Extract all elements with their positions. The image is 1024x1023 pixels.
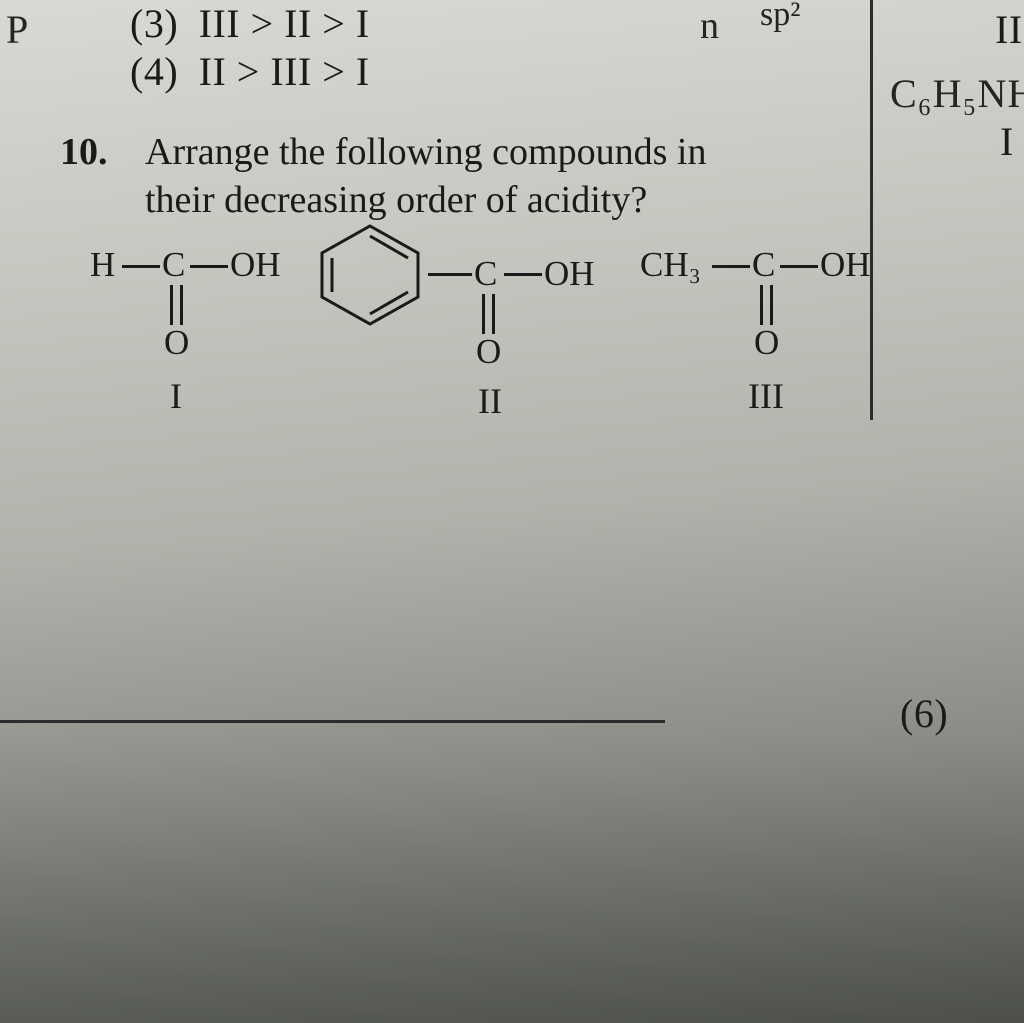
mol-II-label: II (478, 380, 502, 422)
benzene-ring (310, 220, 430, 335)
horizontal-divider (0, 720, 665, 723)
handwriting-n: n (700, 4, 719, 48)
bond (780, 265, 818, 268)
mol-I-OH: OH (230, 245, 281, 285)
page-fold-shadow (0, 730, 1024, 1023)
bond (482, 294, 485, 334)
q10-number: 10. (60, 130, 108, 174)
option-3: (3) III > II > I (130, 0, 370, 47)
option-3-num: (3) (130, 1, 178, 46)
bond (190, 265, 228, 268)
mol-II-O: O (476, 332, 501, 372)
bond (492, 294, 495, 334)
handwriting-sp2: sp² (760, 0, 800, 34)
bond (712, 265, 750, 268)
bond (504, 273, 542, 276)
molecule-III: CH₃ C OH O III (640, 245, 900, 435)
mol-II-C: C (474, 254, 497, 294)
option-4: (4) II > III > I (130, 48, 370, 95)
bond (428, 273, 472, 276)
option-4-num: (4) (130, 49, 178, 94)
right-margin-I: I (1000, 118, 1014, 165)
right-margin-II: II (995, 6, 1023, 53)
mol-I-label: I (170, 375, 182, 417)
mol-I-C: C (162, 245, 185, 285)
option-3-text: III > II > I (199, 1, 370, 46)
handwriting-p: P (6, 6, 28, 53)
bond (170, 285, 173, 325)
q10-line2: their decreasing order of acidity? (145, 178, 647, 222)
molecule-II: C OH O II (310, 220, 640, 430)
bond (760, 285, 763, 325)
mol-I-O: O (164, 323, 189, 363)
bond (122, 265, 160, 268)
mol-III-O: O (754, 323, 779, 363)
q10-line1: Arrange the following compounds in (145, 130, 706, 174)
mol-I-H: H (90, 245, 115, 285)
mol-II-OH: OH (544, 254, 595, 294)
mol-III-C: C (752, 245, 775, 285)
bond (770, 285, 773, 325)
handwriting-formula: C₆H₅NH₂ (890, 70, 1024, 117)
mol-III-OH: OH (820, 245, 871, 285)
page: P (3) III > II > I (4) II > III > I n sp… (0, 0, 1024, 1023)
mol-III-label: III (748, 375, 784, 417)
mol-III-CH3: CH₃ (640, 245, 701, 285)
molecule-I: H C OH O I (90, 245, 310, 435)
option-4-text: II > III > I (199, 49, 370, 94)
bond (180, 285, 183, 325)
